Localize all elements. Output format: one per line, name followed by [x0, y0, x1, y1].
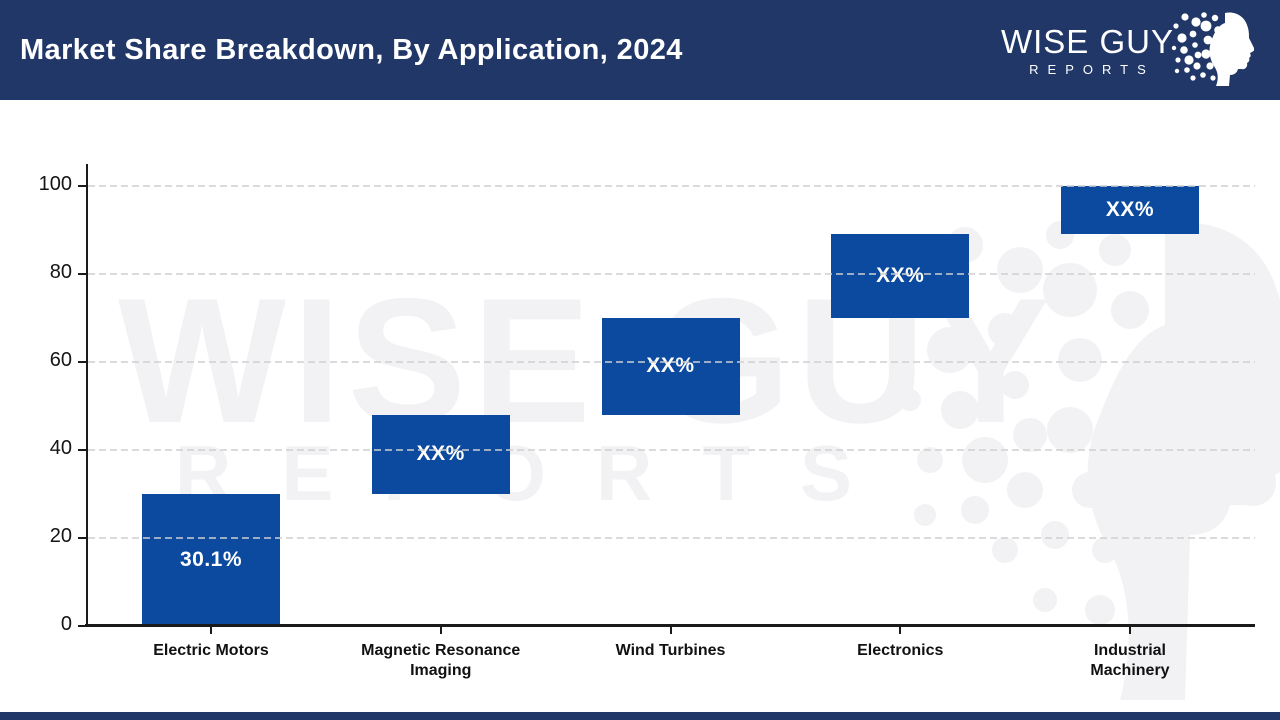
gridline-100 [88, 185, 1255, 187]
gridline-20 [88, 537, 1255, 539]
bar-value-label: XX% [646, 354, 695, 378]
bar-value-label: XX% [416, 442, 465, 466]
x-category-label: Electric Motors [153, 642, 269, 659]
y-tick-label: 80 [49, 261, 72, 283]
bar-segment: XX% [601, 318, 740, 415]
dotted-head-logo-icon [1171, 12, 1254, 86]
bar-segment: XX% [831, 234, 970, 318]
bar-segment: XX% [1061, 186, 1199, 235]
y-tick-label: 20 [49, 525, 72, 547]
brand-logo-text: WISE GUY REPORTS [1001, 23, 1174, 77]
y-tick-mark [78, 185, 87, 187]
brand-logo: WISE GUY REPORTS [1001, 10, 1254, 90]
y-tick-mark [78, 625, 87, 627]
y-tick-mark [78, 361, 87, 363]
page-title: Market Share Breakdown, By Application, … [20, 33, 683, 66]
gridline-80 [88, 273, 1255, 275]
bar-value-label: 30.1% [179, 547, 243, 571]
bar-value-label: XX% [876, 264, 925, 288]
watermark-subtext: REPORTS [175, 429, 903, 517]
gridline-40 [88, 449, 1255, 451]
header-bar: Market Share Breakdown, By Application, … [0, 0, 1280, 100]
footer-bar [0, 712, 1280, 720]
x-category-label: Industrial Machinery [1090, 642, 1170, 679]
x-tick-mark [899, 627, 902, 634]
x-category-label: Magnetic Resonance Imaging [361, 642, 521, 679]
x-category-label: Electronics [857, 642, 944, 659]
y-tick-label: 40 [49, 437, 72, 459]
x-axis-line [85, 624, 1255, 627]
y-tick-label: 60 [49, 349, 72, 371]
y-tick-mark [78, 537, 87, 539]
bar-segment: XX% [371, 414, 510, 494]
bar-segment: 30.1% [142, 493, 280, 626]
y-tick-mark [78, 273, 87, 275]
brand-subname: REPORTS [1029, 62, 1155, 77]
brand-name: WISE GUY [1000, 23, 1174, 60]
y-tick-mark [78, 449, 87, 451]
y-tick-label: 0 [60, 613, 72, 635]
y-tick-label: 100 [38, 173, 72, 195]
y-axis-line [86, 164, 88, 627]
x-tick-mark [1129, 627, 1131, 634]
x-tick-mark [210, 627, 212, 634]
x-tick-mark [439, 627, 442, 634]
bar-value-label: XX% [1105, 198, 1155, 222]
x-tick-mark [669, 627, 672, 634]
x-category-label: Wind Turbines [615, 642, 726, 659]
gridline-60 [88, 361, 1255, 363]
